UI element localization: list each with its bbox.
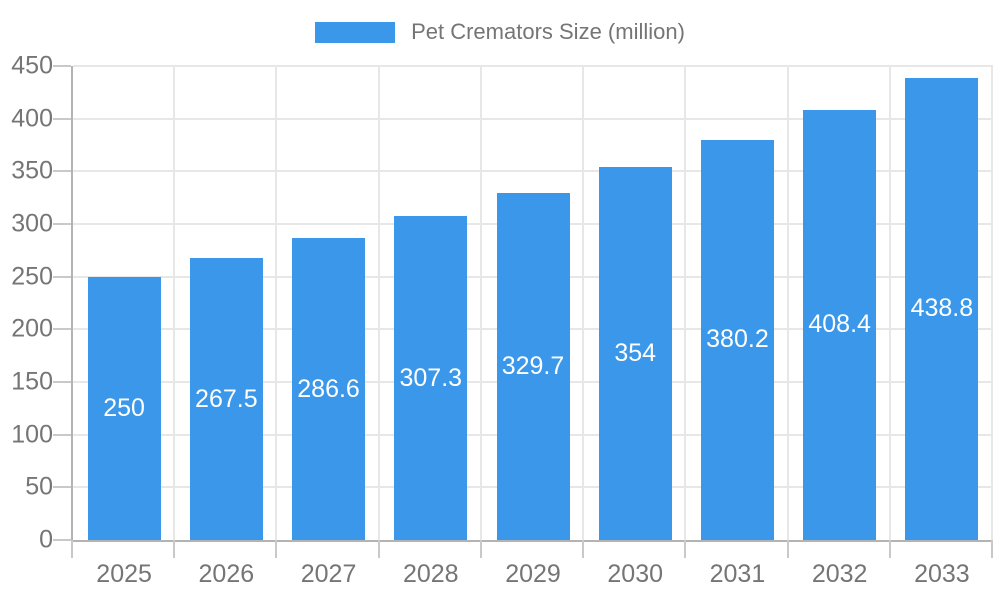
gridline-vertical [786, 66, 789, 540]
x-axis-tick-label: 2026 [198, 560, 255, 588]
bar-2033[interactable]: 438.8 [905, 77, 979, 540]
x-axis-line [71, 540, 993, 542]
y-axis-tick-label: 350 [11, 156, 53, 185]
y-axis-line [71, 66, 73, 542]
x-axis-tick-label: 2032 [811, 560, 868, 588]
legend-label: Pet Cremators Size (million) [411, 19, 685, 44]
gridline-vertical [275, 66, 278, 540]
y-axis-tick [53, 117, 71, 120]
y-axis-tick-label: 200 [11, 314, 53, 343]
plot-area: 0 50 100 150 200 250 300 350 400 450 250 2025 267.5 2… [11, 53, 993, 587]
gridline-horizontal [73, 170, 993, 173]
y-axis-tick [53, 223, 71, 225]
y-axis-tick-label: 150 [11, 367, 53, 396]
bar-2026[interactable]: 267.5 [189, 258, 263, 540]
x-axis-tick-label: 2025 [96, 560, 152, 588]
y-axis-tick [53, 275, 71, 278]
x-axis-tick-label: 2027 [300, 560, 357, 588]
y-axis-tick-label: 400 [11, 104, 53, 133]
y-axis-tick-label: 250 [11, 262, 53, 291]
y-axis-tick-label: 100 [11, 420, 53, 449]
bar-2032[interactable]: 408.4 [803, 109, 877, 540]
y-axis-tick [53, 381, 71, 383]
y-axis-tick [53, 539, 71, 541]
bar-value-label: 250 [103, 393, 145, 422]
x-axis-tick [71, 540, 73, 558]
y-axis-tick-label: 50 [25, 472, 53, 501]
bar-2028[interactable]: 307.3 [394, 216, 468, 540]
bar-2029[interactable]: 329.7 [496, 192, 570, 540]
x-axis-tick [173, 540, 176, 558]
x-axis-tick [888, 540, 891, 558]
bar-value-label: 438.8 [910, 294, 974, 323]
gridline-vertical [991, 66, 993, 540]
bar-value-label: 380.2 [706, 325, 769, 354]
bar-value-label: 307.3 [399, 363, 463, 392]
x-axis-tick-label: 2033 [914, 560, 970, 588]
x-axis-tick [684, 540, 687, 558]
x-axis-tick-label: 2029 [505, 560, 561, 588]
bar-value-label: 354 [614, 339, 657, 368]
y-axis-tick-label: 450 [11, 51, 53, 80]
y-axis-tick-label: 0 [39, 525, 53, 554]
y-axis-tick [53, 486, 71, 489]
bar-2025[interactable]: 250 [87, 276, 161, 540]
bar-value-label: 267.5 [195, 384, 258, 413]
bar-value-label: 329.7 [501, 351, 565, 380]
y-axis-tick [53, 328, 71, 331]
gridline-vertical [684, 66, 687, 540]
bar-2027[interactable]: 286.6 [292, 238, 366, 540]
y-axis-tick [53, 433, 71, 436]
bar-value-label: 408.4 [808, 310, 871, 339]
gridline-vertical [173, 66, 176, 540]
x-axis-tick-label: 2030 [607, 560, 664, 588]
x-axis-tick-label: 2031 [709, 560, 766, 588]
x-axis-tick [786, 540, 789, 558]
gridline-horizontal [73, 65, 993, 68]
x-axis-tick [479, 540, 482, 558]
gridline-vertical [377, 66, 380, 540]
bar-2030[interactable]: 354 [598, 167, 672, 540]
x-axis-tick [377, 540, 380, 558]
y-axis-tick [53, 65, 71, 68]
x-axis-tick [275, 540, 278, 558]
legend-swatch [315, 21, 396, 43]
bar-2031[interactable]: 380.2 [700, 139, 774, 540]
bar-value-label: 286.6 [297, 374, 360, 403]
x-axis-tick [582, 540, 585, 558]
gridline-vertical [479, 66, 482, 540]
x-axis-tick [991, 540, 993, 558]
x-axis-tick-label: 2028 [402, 560, 459, 588]
y-axis-tick-label: 300 [11, 209, 53, 238]
legend[interactable]: Pet Cremators Size (million) [0, 17, 1000, 47]
gridline-vertical [582, 66, 585, 540]
gridline-horizontal [73, 117, 993, 120]
gridline-vertical [888, 66, 891, 540]
y-axis-tick [53, 170, 71, 173]
